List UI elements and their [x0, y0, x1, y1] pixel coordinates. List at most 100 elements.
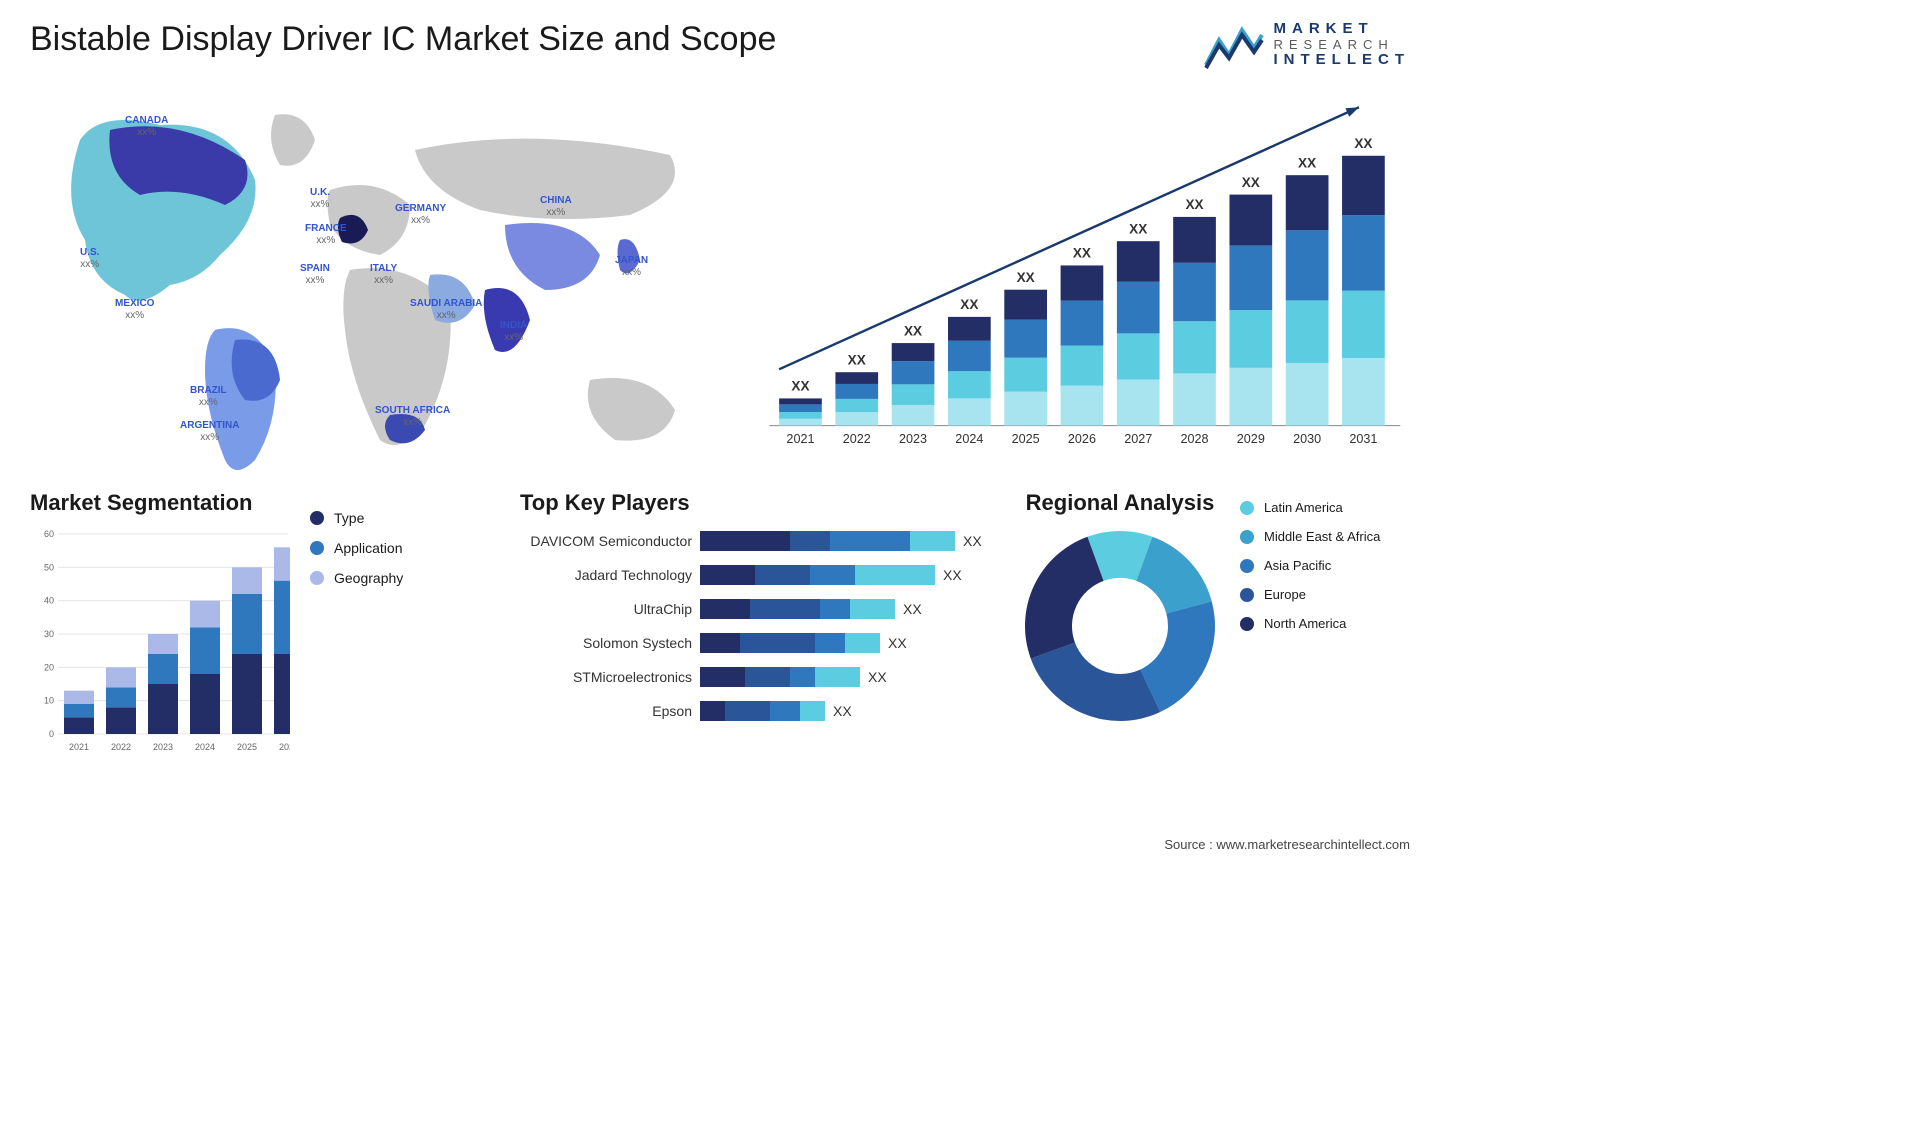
svg-text:XX: XX	[848, 352, 866, 367]
key-player-value: XX	[943, 567, 962, 583]
svg-text:XX: XX	[1185, 197, 1203, 212]
svg-text:2029: 2029	[1237, 432, 1265, 446]
key-player-value: XX	[903, 601, 922, 617]
svg-text:2023: 2023	[153, 742, 173, 752]
svg-text:2025: 2025	[237, 742, 257, 752]
svg-text:2021: 2021	[786, 432, 814, 446]
key-player-name: STMicroelectronics	[520, 669, 700, 685]
legend-item: Europe	[1240, 587, 1410, 602]
page-title: Bistable Display Driver IC Market Size a…	[30, 20, 776, 59]
segmentation-title: Market Segmentation	[30, 490, 290, 516]
map-label: SPAINxx%	[300, 263, 330, 287]
logo-text-2: RESEARCH	[1274, 38, 1411, 52]
key-player-row: Jadard Technology XX	[520, 560, 1000, 590]
map-label: BRAZILxx%	[190, 385, 227, 409]
svg-text:50: 50	[44, 562, 54, 572]
svg-text:XX: XX	[960, 297, 978, 312]
map-label: INDIAxx%	[500, 320, 527, 344]
key-player-row: Epson XX	[520, 696, 1000, 726]
svg-text:2028: 2028	[1180, 432, 1208, 446]
key-player-bar	[700, 599, 895, 619]
regional-title: Regional Analysis	[1020, 490, 1220, 516]
svg-text:2030: 2030	[1293, 432, 1321, 446]
svg-text:XX: XX	[1017, 270, 1035, 285]
legend-item: Type	[310, 510, 500, 526]
map-label: U.K.xx%	[310, 187, 330, 211]
map-label: ARGENTINAxx%	[180, 420, 239, 444]
growth-chart: XX 2021 XX 2022 XX 2023 XX 2024 XX 2025 XX 2026 XX 20…	[750, 80, 1410, 480]
legend-item: Latin America	[1240, 500, 1410, 515]
svg-text:2021: 2021	[69, 742, 89, 752]
key-player-name: UltraChip	[520, 601, 700, 617]
map-label: SAUDI ARABIAxx%	[410, 298, 482, 322]
brand-logo: MARKET RESEARCH INTELLECT	[1204, 20, 1411, 70]
key-player-bar	[700, 531, 955, 551]
svg-text:2022: 2022	[843, 432, 871, 446]
svg-text:XX: XX	[1073, 246, 1091, 261]
map-label: CHINAxx%	[540, 195, 572, 219]
key-player-value: XX	[888, 635, 907, 651]
map-label: CANADAxx%	[125, 115, 168, 139]
key-player-bar	[700, 565, 935, 585]
regional-donut-chart	[1020, 526, 1220, 726]
svg-text:XX: XX	[904, 323, 922, 338]
key-player-bar	[700, 667, 860, 687]
key-player-row: UltraChip XX	[520, 594, 1000, 624]
svg-text:40: 40	[44, 596, 54, 606]
svg-text:2027: 2027	[1124, 432, 1152, 446]
key-player-row: STMicroelectronics XX	[520, 662, 1000, 692]
legend-item: Application	[310, 540, 500, 556]
segmentation-panel: Market Segmentation 0 10 20 30 40 50 60 2021 202…	[30, 490, 500, 761]
map-label: FRANCExx%	[305, 223, 347, 247]
svg-text:2025: 2025	[1012, 432, 1040, 446]
map-label: JAPANxx%	[615, 255, 648, 279]
map-label: U.S.xx%	[80, 247, 99, 271]
svg-text:20: 20	[44, 662, 54, 672]
svg-text:0: 0	[49, 729, 54, 739]
key-player-value: XX	[963, 533, 982, 549]
logo-icon	[1204, 20, 1264, 70]
key-player-row: Solomon Systech XX	[520, 628, 1000, 658]
legend-item: Geography	[310, 570, 500, 586]
map-label: MEXICOxx%	[115, 298, 154, 322]
growth-chart-panel: XX 2021 XX 2022 XX 2023 XX 2024 XX 2025 XX 2026 XX 20…	[750, 80, 1410, 480]
svg-text:2026: 2026	[1068, 432, 1096, 446]
key-player-value: XX	[868, 669, 887, 685]
key-players-panel: Top Key Players DAVICOM SemiconductorXXJ…	[520, 490, 1000, 761]
key-player-bar	[700, 701, 825, 721]
map-label: SOUTH AFRICAxx%	[375, 405, 450, 429]
regional-legend: Latin America Middle East & Africa Asia Pa…	[1240, 490, 1410, 761]
logo-text-1: MARKET	[1274, 21, 1411, 38]
segmentation-legend: Type Application Geography	[290, 490, 500, 761]
svg-text:XX: XX	[1298, 155, 1316, 170]
world-map-panel: CANADAxx% U.S.xx% MEXICOxx% BRAZILxx% ARGENT…	[30, 80, 720, 480]
svg-text:XX: XX	[791, 379, 809, 394]
key-player-name: Epson	[520, 703, 700, 719]
svg-text:XX: XX	[1242, 175, 1260, 190]
svg-text:2023: 2023	[899, 432, 927, 446]
key-players-title: Top Key Players	[520, 490, 1000, 516]
regional-panel: Regional Analysis Latin America Middle Ea…	[1020, 490, 1410, 761]
key-player-value: XX	[833, 703, 852, 719]
key-player-name: DAVICOM Semiconductor	[520, 533, 700, 549]
svg-text:10: 10	[44, 696, 54, 706]
key-players-chart: DAVICOM SemiconductorXXJadard Technology…	[520, 526, 1000, 726]
svg-text:XX: XX	[1354, 136, 1372, 151]
key-player-bar	[700, 633, 880, 653]
map-label: ITALYxx%	[370, 263, 397, 287]
key-player-row: DAVICOM Semiconductor XX	[520, 526, 1000, 556]
source-label: Source : www.marketresearchintellect.com	[1164, 837, 1410, 852]
svg-text:60: 60	[44, 529, 54, 539]
legend-item: Middle East & Africa	[1240, 529, 1410, 544]
key-player-name: Solomon Systech	[520, 635, 700, 651]
logo-text-3: INTELLECT	[1274, 52, 1411, 69]
legend-item: Asia Pacific	[1240, 558, 1410, 573]
svg-text:2024: 2024	[955, 432, 983, 446]
key-player-name: Jadard Technology	[520, 567, 700, 583]
map-label: GERMANYxx%	[395, 203, 446, 227]
legend-item: North America	[1240, 616, 1410, 631]
svg-text:XX: XX	[1129, 221, 1147, 236]
svg-text:30: 30	[44, 629, 54, 639]
svg-text:2024: 2024	[195, 742, 215, 752]
svg-text:2022: 2022	[111, 742, 131, 752]
